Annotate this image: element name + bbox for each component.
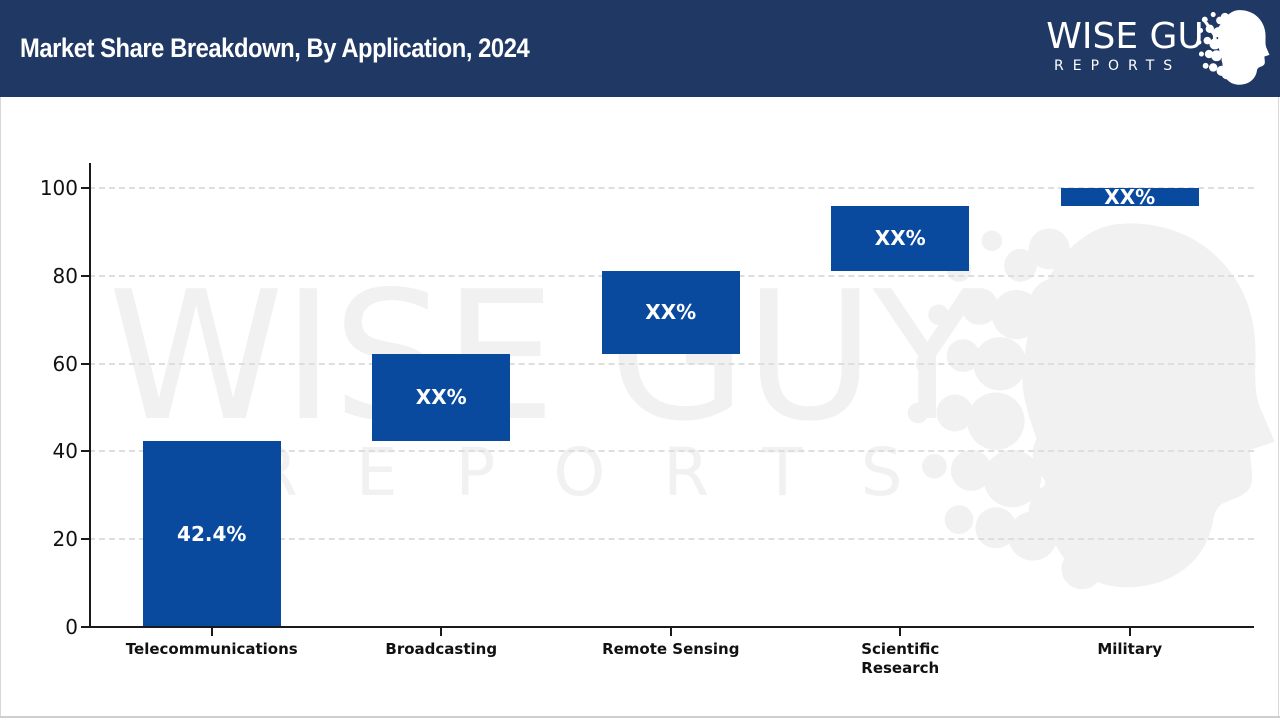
gridline — [89, 187, 1254, 189]
y-tick-label: 40 — [52, 439, 78, 464]
gridline — [89, 362, 1254, 365]
x-axis-tick — [1128, 628, 1131, 636]
logo-text-wise-guy: WISE GUY — [1046, 16, 1226, 57]
y-axis-line — [89, 163, 91, 628]
bottom-border — [0, 716, 1280, 718]
gridline — [89, 538, 1254, 541]
category-label: Telecommunications — [125, 640, 298, 658]
watermark-text-line1: WISE GUY — [108, 253, 981, 460]
x-axis-tick — [669, 628, 672, 636]
x-axis-tick — [440, 628, 443, 636]
bar-military: XX% — [1060, 185, 1199, 210]
bar-telecommunications: 42.4% — [142, 440, 281, 627]
header-bar: Market Share Breakdown, By Application, … — [0, 0, 1280, 97]
category-label: Remote Sensing — [602, 640, 740, 658]
y-tick-label: 60 — [52, 351, 78, 376]
bar-value-label: XX% — [1104, 185, 1156, 210]
chart-title: Market Share Breakdown, By Application, … — [20, 33, 530, 63]
category-label: Military — [1097, 640, 1163, 658]
bar-remote-sensing: XX% — [601, 270, 740, 354]
category-label: Broadcasting — [385, 640, 498, 658]
y-axis-tick — [81, 362, 90, 365]
y-tick-label: 80 — [52, 263, 78, 288]
y-axis-tick — [81, 187, 90, 189]
gridline — [89, 450, 1254, 453]
y-axis-tick — [81, 450, 90, 453]
y-axis-tick — [81, 538, 90, 541]
x-axis-tick — [899, 628, 902, 636]
logo-head-profile-icon — [1196, 10, 1270, 85]
bar-scientific-research: XX% — [831, 206, 970, 271]
y-tick-label: 20 — [52, 527, 78, 552]
logo-text-reports: REPORTS — [1054, 58, 1182, 74]
y-tick-label: 0 — [65, 615, 78, 639]
x-axis-line — [85, 626, 1254, 628]
category-label: Scientific Research — [861, 640, 940, 677]
bar-value-label: 42.4% — [177, 521, 247, 546]
bar-value-label: XX% — [415, 385, 467, 410]
left-border — [0, 97, 1, 717]
bar-value-label: XX% — [645, 300, 697, 325]
wise-guy-reports-logo: WISE GUY REPORTS — [1030, 0, 1280, 97]
bar-value-label: XX% — [874, 226, 926, 251]
right-border — [1278, 97, 1279, 717]
bar-broadcasting: XX% — [372, 353, 511, 441]
y-tick-label: 100 — [39, 176, 78, 200]
y-axis-tick — [81, 274, 90, 277]
x-axis-tick — [210, 628, 213, 636]
